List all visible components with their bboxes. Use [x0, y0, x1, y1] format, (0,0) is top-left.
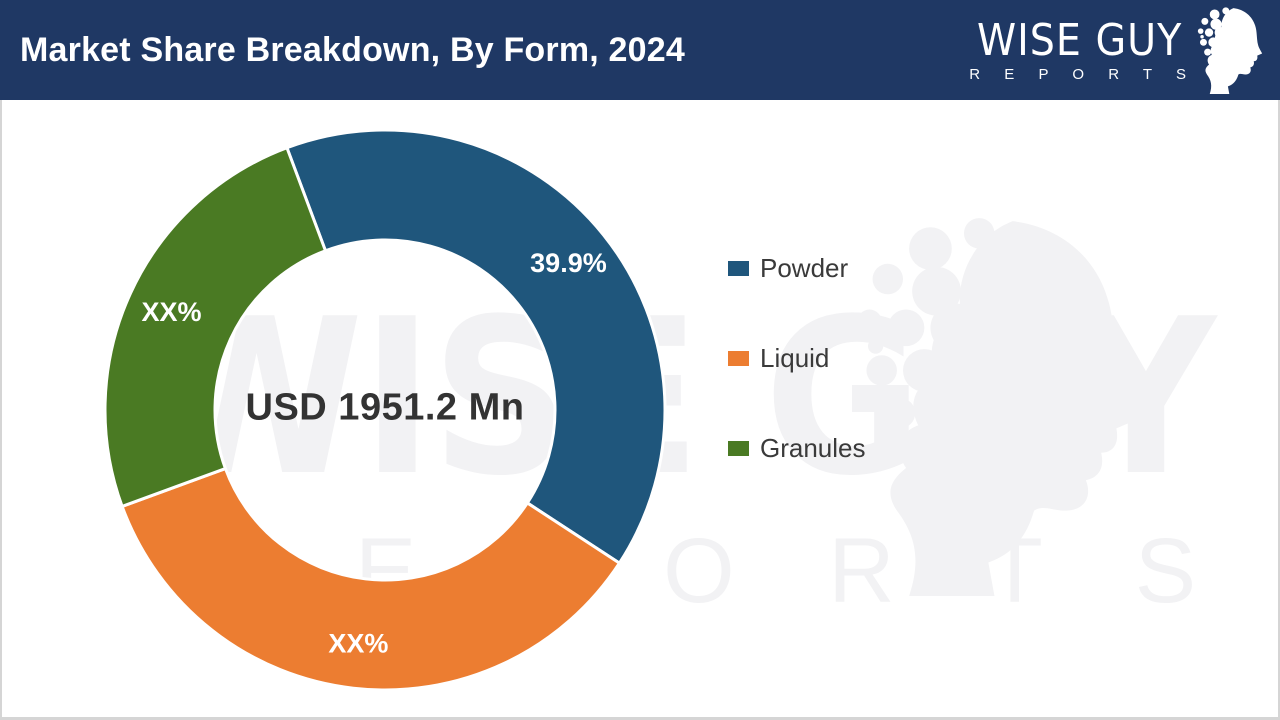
page-border-right: [1278, 100, 1280, 720]
legend-swatch-granules: [728, 440, 749, 456]
page-border-bottom: [0, 717, 1280, 720]
segment-label-powder: 39.9%: [530, 248, 607, 278]
segment-label-granules: XX%: [141, 297, 201, 327]
wise-guy-logo: WISE GUY R E P O R T S: [963, 6, 1266, 94]
logo-wordmark-sub: R E P O R T S: [969, 65, 1196, 83]
donut-segment-powder: [285, 128, 667, 565]
logo-wordmark: WISE GUY R E P O R T S: [963, 14, 1196, 83]
legend-label-granules: Granules: [760, 433, 866, 463]
chart-center-value: USD 1951.2 Mn: [245, 386, 525, 429]
legend-label-powder: Powder: [760, 253, 849, 283]
chart-area: WISE GUY R E P O R T S 39.9% XX% XX% USD 1…: [0, 100, 1280, 720]
chart-legend: Powder Liquid Granules: [728, 252, 866, 522]
donut-segment-liquid: [120, 467, 621, 692]
page-title: Market Share Breakdown, By Form, 2024: [20, 30, 685, 69]
segment-label-liquid: XX%: [328, 628, 388, 658]
logo-head-icon: [1197, 7, 1263, 94]
legend-swatch-liquid: [728, 350, 749, 366]
legend-item-powder: Powder: [728, 252, 866, 284]
legend-swatch-powder: [728, 260, 749, 276]
legend-item-granules: Granules: [728, 432, 866, 464]
logo-wordmark-main: WISE GUY: [976, 14, 1183, 66]
watermark-head-icon: [857, 218, 1138, 596]
legend-item-liquid: Liquid: [728, 342, 866, 374]
donut-segment-granules: [103, 146, 327, 508]
header-bar: Market Share Breakdown, By Form, 2024 WI…: [0, 0, 1280, 100]
legend-label-liquid: Liquid: [760, 343, 830, 373]
page-border-left: [0, 100, 2, 720]
